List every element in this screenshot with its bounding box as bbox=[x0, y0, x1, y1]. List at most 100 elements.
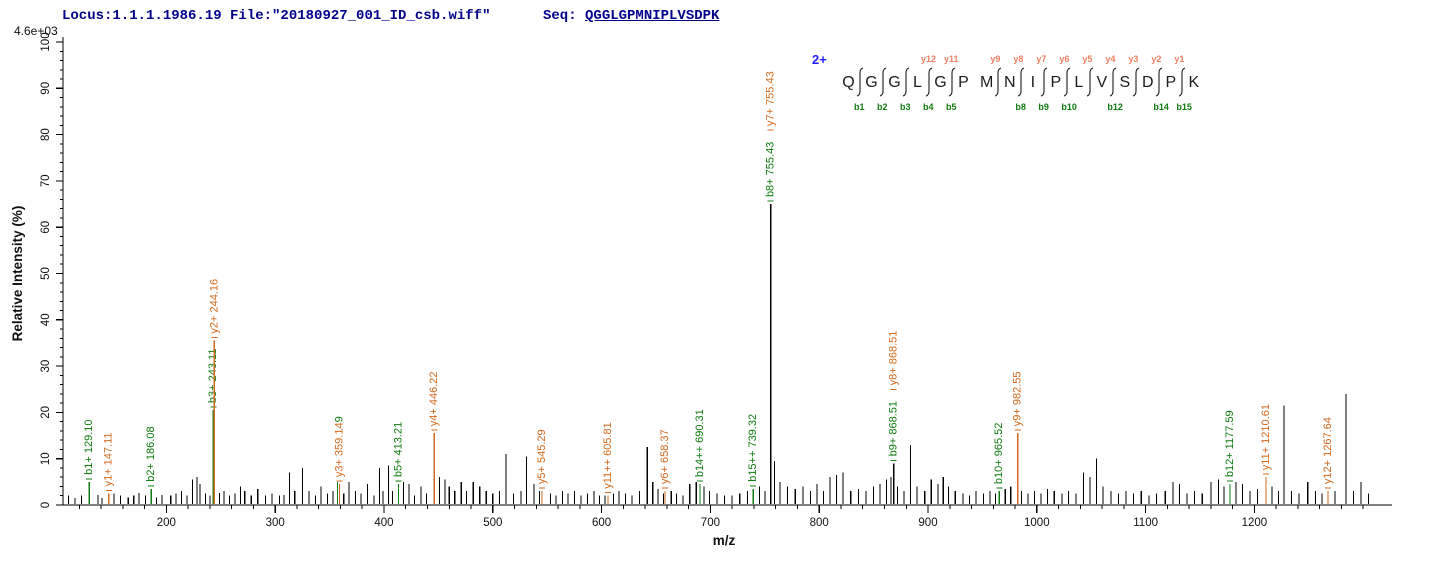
residue: P bbox=[1165, 74, 1177, 91]
peak-ion-label: b1+ 129.10 bbox=[83, 419, 95, 474]
x-axis-tick-label: 300 bbox=[266, 517, 285, 529]
fragment-divider-icon bbox=[902, 67, 910, 97]
fragment-junction: y3 bbox=[1128, 52, 1141, 114]
peak-ion-label: y4+ 446.22 bbox=[428, 371, 440, 426]
fragment-divider-icon bbox=[1133, 67, 1140, 97]
fragment-divider-icon bbox=[1179, 67, 1186, 97]
fragment-junction: b3 bbox=[900, 52, 911, 114]
y-ion-label: y9 bbox=[990, 54, 1001, 64]
y-ion-label: y11 bbox=[944, 54, 959, 64]
y-ion-label: y3 bbox=[1128, 54, 1139, 64]
residue: G bbox=[888, 74, 901, 91]
sequence-header-label: Seq: bbox=[543, 8, 586, 24]
residue: L bbox=[1074, 74, 1084, 91]
fragment-junction: y6 b10 bbox=[1059, 52, 1077, 114]
y-axis-tick-label: 90 bbox=[40, 82, 52, 95]
peak-ion-label: b15++ 739.32 bbox=[747, 414, 759, 482]
fragment-junction bbox=[970, 52, 980, 114]
y-ion-label: y8 bbox=[1013, 54, 1024, 64]
fragment-junction: y4 b12 bbox=[1105, 52, 1123, 114]
peak-ion-label: b9+ 868.51 bbox=[888, 401, 900, 456]
peak-ion-label: y8+ 868.51 bbox=[888, 331, 900, 386]
residue: D bbox=[1142, 74, 1154, 91]
x-axis-tick-label: 200 bbox=[157, 517, 176, 529]
residue: G bbox=[934, 74, 947, 91]
peak-ion-label: y9+ 982.55 bbox=[1012, 371, 1024, 426]
fragment-junction: y7 b9 bbox=[1036, 52, 1049, 114]
y-ion-label: y2 bbox=[1151, 54, 1162, 64]
y-axis-tick-label: 100 bbox=[40, 32, 52, 51]
sequence-header: Seq: QGGLGPMNIPLVSDPK bbox=[543, 8, 719, 24]
fragment-junction: y12 b4 bbox=[921, 52, 937, 114]
x-axis-title: m/z bbox=[713, 533, 736, 548]
y-ion-label: y6 bbox=[1059, 54, 1070, 64]
y-ion-label: y1 bbox=[1174, 54, 1185, 64]
y-axis-title: Relative Intensity (%) bbox=[10, 206, 25, 342]
residue: G bbox=[865, 74, 878, 91]
peak-ion-label: b3+ 243.11 bbox=[207, 349, 219, 404]
y-axis-tick-label: 60 bbox=[40, 221, 52, 234]
b-ion-label: b14 bbox=[1153, 102, 1169, 112]
x-axis-tick-label: 700 bbox=[701, 517, 720, 529]
x-axis-tick-label: 1200 bbox=[1242, 517, 1268, 529]
peak-ion-label: y12+ 1267.64 bbox=[1322, 417, 1334, 484]
residue: S bbox=[1119, 74, 1131, 91]
precursor-charge-state: 2+ bbox=[812, 52, 827, 67]
peak-ion-label: y11+ 1210.61 bbox=[1260, 404, 1272, 470]
y-ion-label: y12 bbox=[921, 54, 937, 64]
peak-ion-label: y7+ 755.43 bbox=[765, 71, 777, 126]
x-axis-tick-label: 600 bbox=[592, 517, 611, 529]
b-ion-label: b15 bbox=[1176, 102, 1192, 112]
fragment-divider-icon bbox=[879, 67, 887, 97]
b-ion-label: b9 bbox=[1038, 102, 1049, 112]
y-axis-tick-label: 80 bbox=[40, 128, 52, 141]
locus-file-header: Locus:1.1.1.1986.19 File:"20180927_001_I… bbox=[62, 8, 491, 24]
y-axis-tick-label: 40 bbox=[40, 313, 52, 326]
fragment-divider-icon bbox=[856, 67, 864, 97]
b-ion-label: b8 bbox=[1015, 102, 1026, 112]
fragment-divider-icon bbox=[1018, 67, 1025, 97]
residue: K bbox=[1188, 74, 1200, 91]
b-ion-label: b4 bbox=[923, 102, 934, 112]
b-ion-label: b3 bbox=[900, 102, 911, 112]
fragment-divider-icon bbox=[925, 67, 933, 97]
y-axis-tick-label: 50 bbox=[40, 267, 52, 280]
y-axis-tick-label: 0 bbox=[40, 502, 52, 508]
peak-ion-label: b2+ 186.08 bbox=[145, 426, 157, 481]
y-axis-tick-label: 70 bbox=[40, 175, 52, 188]
overlapped-green-label-fragment: 9 bbox=[333, 416, 345, 422]
b-ion-label: b2 bbox=[877, 102, 888, 112]
y-ion-label: y7 bbox=[1036, 54, 1047, 64]
residue: P bbox=[1050, 74, 1062, 91]
peak-ion-label: y3+ 359.149 bbox=[333, 416, 345, 477]
fragment-junction: y9 bbox=[990, 52, 1003, 114]
peak-ion-label: b14++ 690.31 bbox=[694, 409, 706, 477]
residue: I bbox=[1030, 74, 1036, 91]
peak-ion-label: b5+ 413.21 bbox=[392, 422, 404, 477]
b-ion-label: b12 bbox=[1107, 102, 1123, 112]
x-axis-tick-label: 400 bbox=[374, 517, 393, 529]
fragment-junction: y5 bbox=[1082, 52, 1095, 114]
peak-ion-label: b12+ 1177.59 bbox=[1224, 410, 1236, 477]
fragment-junction: y2 b14 bbox=[1151, 52, 1169, 114]
fragment-junction: b1 bbox=[854, 52, 865, 114]
y-axis-tick-label: 30 bbox=[40, 360, 52, 373]
fragment-divider-icon bbox=[995, 67, 1002, 97]
peak-ion-label: y2+ 244.16 bbox=[208, 279, 220, 334]
fragment-junction: y11 b5 bbox=[944, 52, 959, 114]
sequence-header-value: QGGLGPMNIPLVSDPK bbox=[585, 8, 720, 24]
b-ion-label: b5 bbox=[946, 102, 957, 112]
fragment-junction: b2 bbox=[877, 52, 888, 114]
fragment-divider-icon bbox=[1110, 67, 1117, 97]
x-axis-tick-label: 1000 bbox=[1024, 517, 1050, 529]
residue: Q bbox=[842, 74, 855, 91]
base-peak-intensity-scale: 4.6e+03 bbox=[14, 24, 58, 38]
peak-ion-label: y5+ 545.29 bbox=[536, 429, 548, 484]
y-axis-tick-label: 20 bbox=[40, 406, 52, 419]
y-ion-label: y4 bbox=[1105, 54, 1116, 64]
peak-ion-label: y11++ 605.81 bbox=[602, 422, 614, 488]
fragment-divider-icon bbox=[1041, 67, 1048, 97]
residue: N bbox=[1004, 74, 1016, 91]
fragment-junction: y1 b15 bbox=[1174, 52, 1192, 114]
